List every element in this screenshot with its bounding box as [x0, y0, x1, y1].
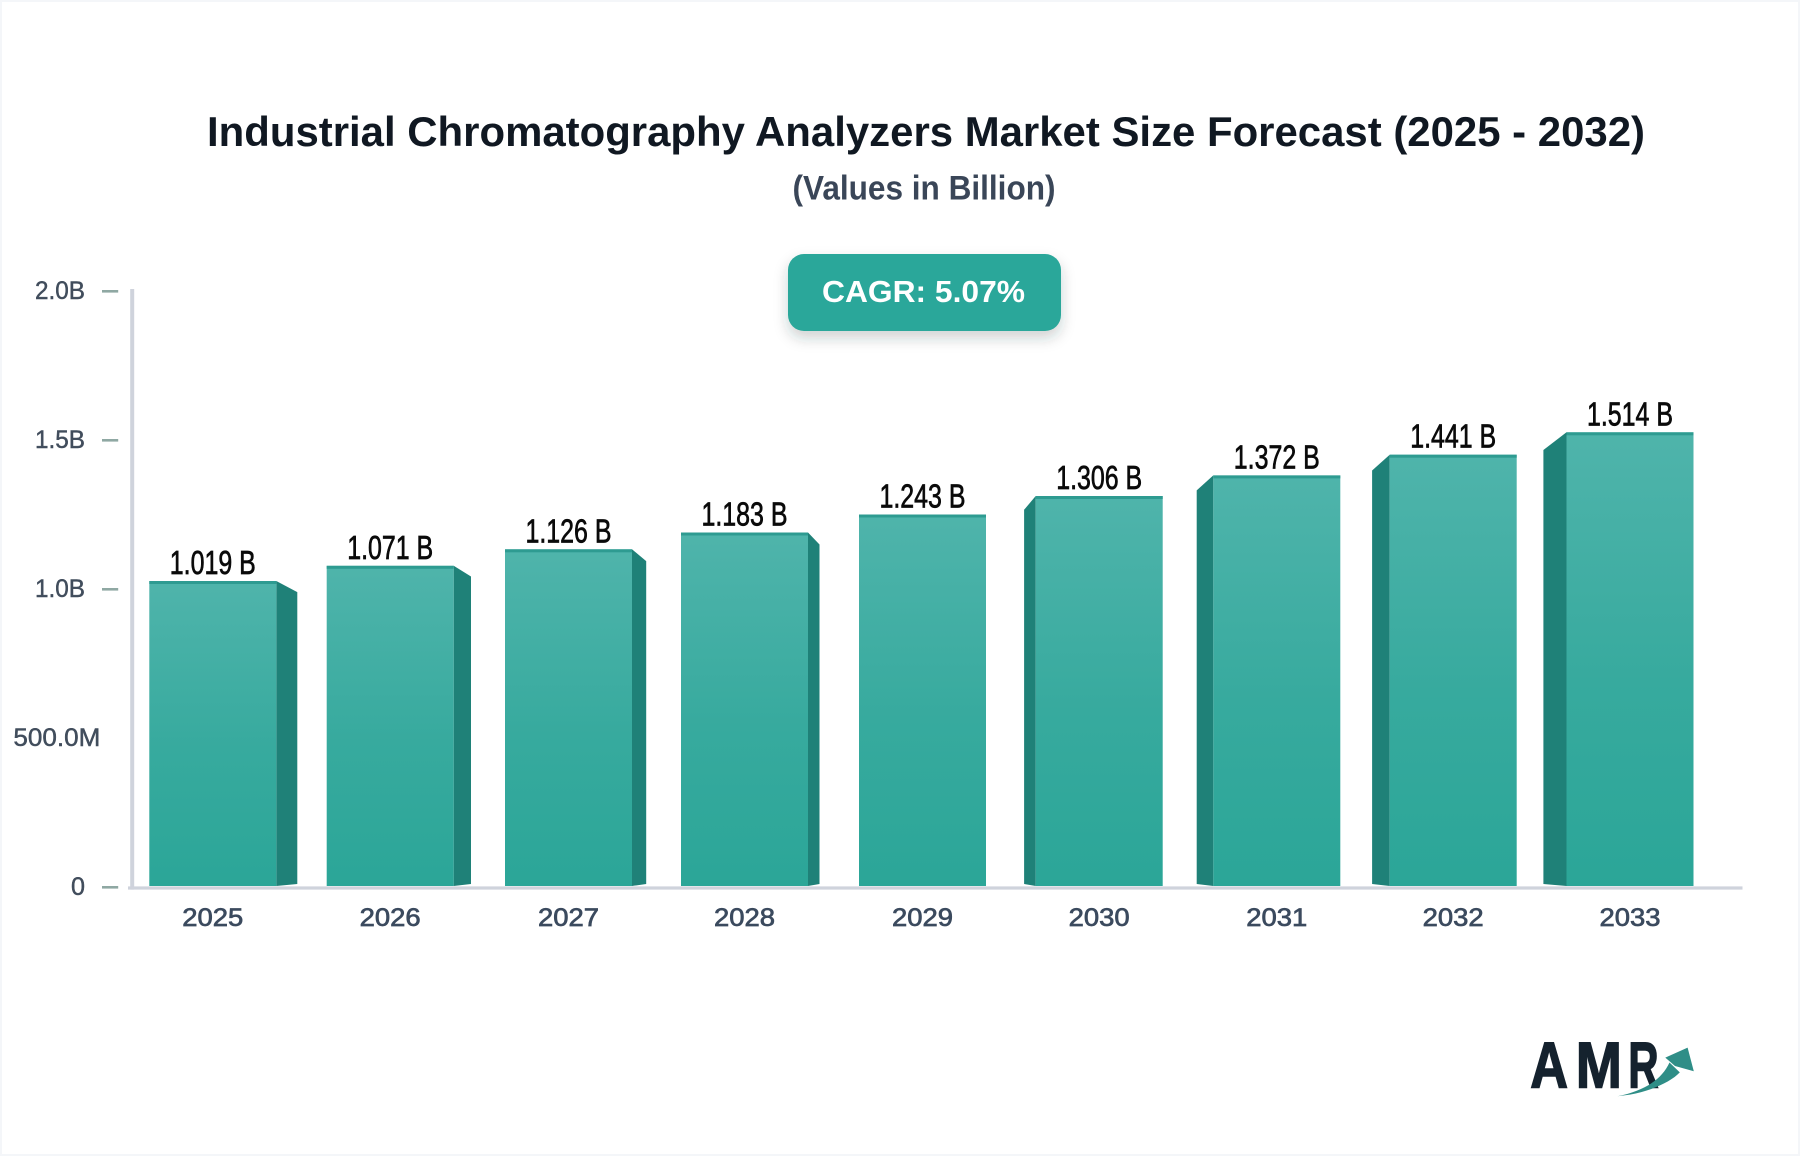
svg-text:1.019 B: 1.019 B — [170, 544, 256, 581]
svg-text:1.306 B: 1.306 B — [1056, 459, 1142, 496]
svg-text:2027: 2027 — [538, 904, 599, 932]
svg-text:2028: 2028 — [714, 904, 775, 932]
svg-text:2026: 2026 — [360, 904, 421, 932]
svg-text:(Values in Billion): (Values in Billion) — [793, 170, 1056, 208]
svg-text:1.243 B: 1.243 B — [880, 478, 966, 515]
svg-text:1.5B: 1.5B — [35, 426, 85, 454]
svg-text:1.0B: 1.0B — [35, 575, 85, 603]
svg-text:500.0M: 500.0M — [13, 724, 100, 752]
svg-text:M: M — [1576, 1029, 1622, 1102]
svg-text:2025: 2025 — [182, 904, 243, 932]
svg-text:1.372 B: 1.372 B — [1234, 438, 1320, 475]
svg-text:1.183 B: 1.183 B — [702, 496, 788, 533]
svg-text:R: R — [1628, 1029, 1658, 1102]
svg-text:2029: 2029 — [892, 904, 953, 932]
svg-text:1.514 B: 1.514 B — [1587, 395, 1673, 432]
svg-text:2030: 2030 — [1069, 904, 1130, 932]
svg-text:1.071 B: 1.071 B — [347, 529, 433, 566]
svg-text:0: 0 — [71, 873, 85, 901]
svg-text:2031: 2031 — [1246, 904, 1307, 932]
svg-text:2033: 2033 — [1600, 904, 1661, 932]
svg-text:2032: 2032 — [1423, 904, 1484, 932]
svg-text:1.441 B: 1.441 B — [1410, 418, 1496, 455]
svg-text:A: A — [1530, 1029, 1568, 1102]
svg-text:2.0B: 2.0B — [35, 277, 85, 305]
svg-text:CAGR: 5.07%: CAGR: 5.07% — [822, 274, 1025, 309]
svg-text:Industrial Chromatography Anal: Industrial Chromatography Analyzers Mark… — [207, 108, 1645, 155]
svg-text:1.126 B: 1.126 B — [526, 512, 612, 549]
